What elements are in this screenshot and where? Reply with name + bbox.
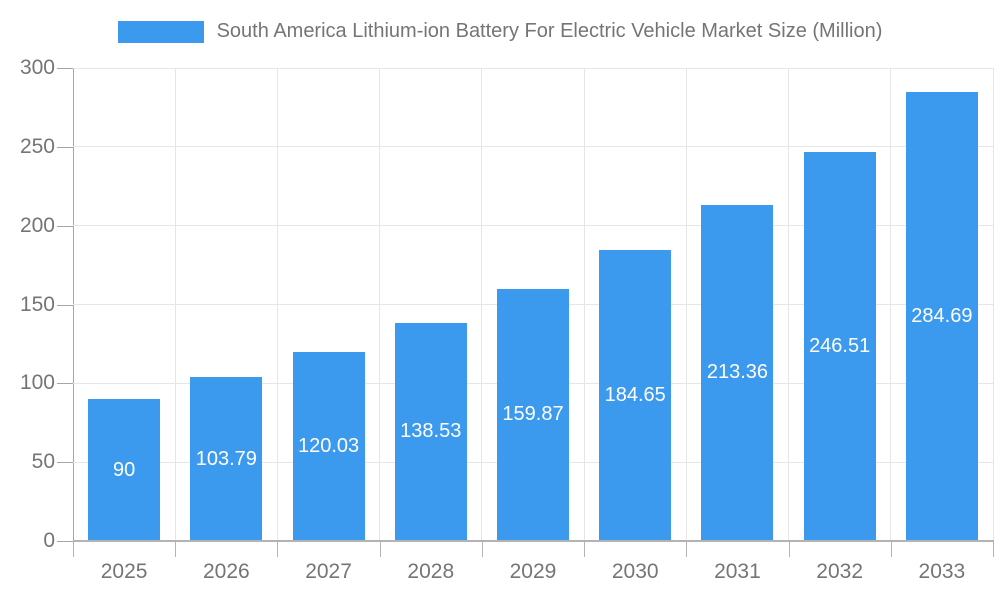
x-axis-tick-label: 2030 (611, 560, 659, 583)
bar-value-label: 120.03 (297, 434, 360, 457)
bar-value-label: 246.51 (809, 335, 871, 358)
bar-2032[interactable]: 246.51 (803, 152, 876, 541)
y-axis-tick-label: 200 (19, 213, 55, 237)
bar-value-label: 103.79 (195, 447, 257, 470)
y-axis-tick (57, 68, 73, 69)
bar-value-label: 138.53 (400, 420, 462, 443)
x-axis-tick (788, 542, 790, 557)
bar-2030[interactable]: 184.65 (599, 249, 672, 541)
x-axis-tick (379, 542, 381, 557)
legend[interactable]: South America Lithium-ion Battery For El… (0, 20, 1000, 43)
x-axis-line (73, 540, 994, 542)
x-axis-tick (175, 542, 177, 557)
y-axis-tick (57, 304, 73, 306)
gridline-vertical (583, 68, 585, 541)
x-axis-tick (481, 542, 483, 557)
gridline-vertical (276, 68, 278, 541)
x-axis-tick (686, 542, 688, 557)
bar-2026[interactable]: 103.79 (190, 377, 263, 541)
y-axis-tick (57, 225, 73, 227)
x-axis-tick-label: 2032 (816, 560, 864, 583)
bar-value-label: 213.36 (706, 361, 769, 384)
x-axis-tick (993, 542, 994, 557)
x-axis-tick-label: 2033 (918, 560, 966, 583)
y-axis-tick (57, 462, 73, 464)
x-axis-tick (584, 542, 586, 557)
bar-value-label: 159.87 (502, 403, 564, 426)
y-axis-tick-label: 50 (31, 450, 55, 474)
y-axis-tick-label: 300 (19, 56, 55, 79)
legend-label: South America Lithium-ion Battery For El… (216, 20, 883, 42)
x-axis-tick-label: 2031 (714, 560, 761, 583)
bar-value-label: 184.65 (604, 383, 666, 406)
x-axis-tick-label: 2026 (202, 560, 250, 583)
y-axis-tick-label: 250 (19, 134, 55, 158)
gridline-vertical (481, 68, 483, 541)
gridline-horizontal (73, 225, 993, 227)
plot-area: 90 103.79 120.03 138.53 159.87 184.65 213.36 24… (73, 67, 994, 541)
x-axis-tick (890, 542, 892, 557)
bar-value-label: 284.69 (911, 305, 973, 328)
gridline-horizontal (73, 67, 993, 69)
x-axis-tick-label: 2028 (407, 560, 455, 583)
bar-2029[interactable]: 159.87 (497, 288, 569, 541)
y-axis-tick (57, 383, 73, 385)
x-axis-tick-label: 2025 (100, 560, 148, 583)
gridline-vertical (890, 68, 892, 541)
y-axis-tick-label: 0 (43, 529, 55, 552)
y-axis-tick-label: 100 (19, 371, 55, 395)
gridline-vertical (685, 68, 687, 541)
bar-2031[interactable]: 213.36 (701, 204, 774, 541)
y-axis-tick-label: 150 (19, 292, 55, 316)
bar-2028[interactable]: 138.53 (394, 322, 467, 541)
bar-2025[interactable]: 90 (88, 399, 161, 541)
y-axis-line (73, 68, 74, 556)
x-axis-tick (73, 542, 74, 557)
y-axis-tick (57, 541, 73, 542)
x-axis-tick-label: 2027 (305, 560, 352, 583)
x-axis-tick (277, 542, 279, 557)
x-axis-tick-label: 2029 (509, 560, 557, 583)
gridline-horizontal (73, 146, 993, 148)
gridline-vertical (174, 68, 176, 541)
bar-2033[interactable]: 284.69 (905, 92, 978, 541)
gridline-vertical (788, 68, 790, 541)
legend-swatch (117, 20, 204, 43)
gridline-vertical (992, 68, 994, 541)
y-axis-tick (57, 146, 73, 148)
gridline-vertical (379, 68, 381, 541)
bar-value-label: 90 (112, 458, 136, 481)
bar-2027[interactable]: 120.03 (292, 351, 365, 541)
